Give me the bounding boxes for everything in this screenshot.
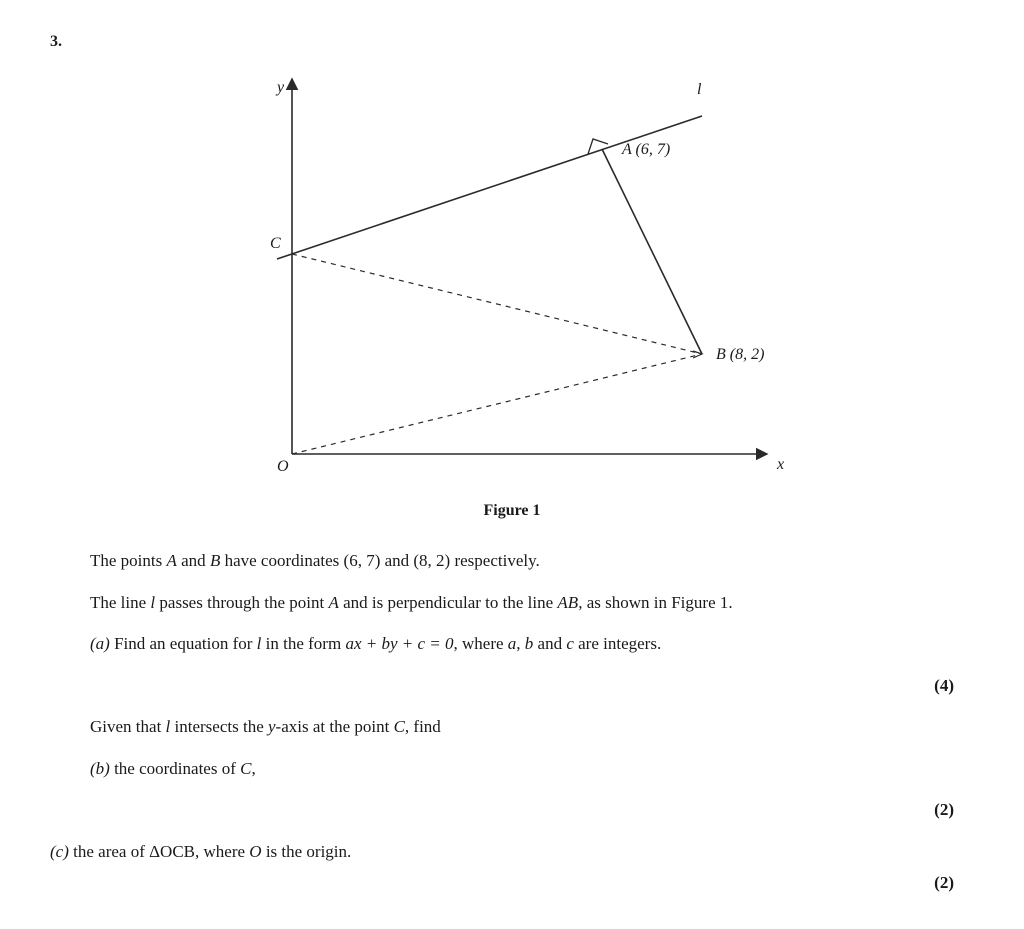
svg-text:x: x	[776, 456, 784, 473]
var-O: O	[249, 842, 261, 861]
figure-container: y x Ol A (6, 7) B (8, 2) C Figure 1	[50, 64, 974, 523]
text: are integers.	[574, 634, 661, 653]
svg-text:l: l	[697, 81, 702, 98]
svg-text:B (8, 2): B (8, 2)	[716, 346, 764, 363]
diagram-svg: y x Ol A (6, 7) B (8, 2) C	[222, 64, 802, 484]
text: in the form	[261, 634, 345, 653]
text: Find an equation for	[110, 634, 257, 653]
part-c-marks: (2)	[50, 870, 974, 896]
part-a: (a) Find an equation for l in the form a…	[90, 631, 934, 657]
var-B: B	[210, 551, 220, 570]
triangle-OCB: ΔOCB	[149, 842, 195, 861]
text: the coordinates of	[110, 759, 240, 778]
var-y: y	[268, 717, 276, 736]
part-a-label: (a)	[90, 634, 110, 653]
intro-line-1: The points A and B have coordinates (6, …	[90, 548, 934, 574]
question-number: 3.	[50, 30, 974, 54]
svg-text:O: O	[277, 458, 289, 475]
part-a-marks: (4)	[50, 673, 974, 699]
text: ,	[516, 634, 525, 653]
text: intersects the	[170, 717, 268, 736]
equation: ax + by + c = 0	[345, 634, 453, 653]
var-AB: AB	[557, 593, 578, 612]
text: , as shown in Figure 1.	[578, 593, 732, 612]
text: and	[533, 634, 566, 653]
figure-caption: Figure 1	[483, 499, 540, 523]
var-A: A	[328, 593, 338, 612]
var-C: C	[394, 717, 405, 736]
text: and	[177, 551, 210, 570]
text: ,	[251, 759, 255, 778]
var-C: C	[240, 759, 251, 778]
text: , where	[454, 634, 508, 653]
given-line: Given that l intersects the y-axis at th…	[90, 714, 934, 740]
text: the area of	[69, 842, 149, 861]
text: The line	[90, 593, 150, 612]
text: , where	[195, 842, 249, 861]
svg-text:y: y	[275, 79, 285, 96]
part-c-label: (c)	[50, 842, 69, 861]
text: have coordinates (6, 7) and (8, 2) respe…	[220, 551, 539, 570]
text: and is perpendicular to the line	[339, 593, 558, 612]
text: Given that	[90, 717, 166, 736]
svg-text:C: C	[270, 235, 281, 252]
text: passes through the point	[155, 593, 328, 612]
part-c: (c) the area of ΔOCB, where O is the ori…	[50, 839, 974, 865]
part-b: (b) the coordinates of C,	[90, 756, 934, 782]
var-c: c	[566, 634, 574, 653]
intro-line-2: The line l passes through the point A an…	[90, 590, 934, 616]
var-A: A	[167, 551, 177, 570]
text: The points	[90, 551, 167, 570]
text: is the origin.	[262, 842, 352, 861]
part-b-label: (b)	[90, 759, 110, 778]
geometry-diagram: y x Ol A (6, 7) B (8, 2) C	[222, 64, 802, 484]
text: , find	[405, 717, 441, 736]
text: -axis at the point	[276, 717, 394, 736]
part-b-marks: (2)	[50, 797, 974, 823]
svg-text:A (6, 7): A (6, 7)	[621, 141, 670, 158]
